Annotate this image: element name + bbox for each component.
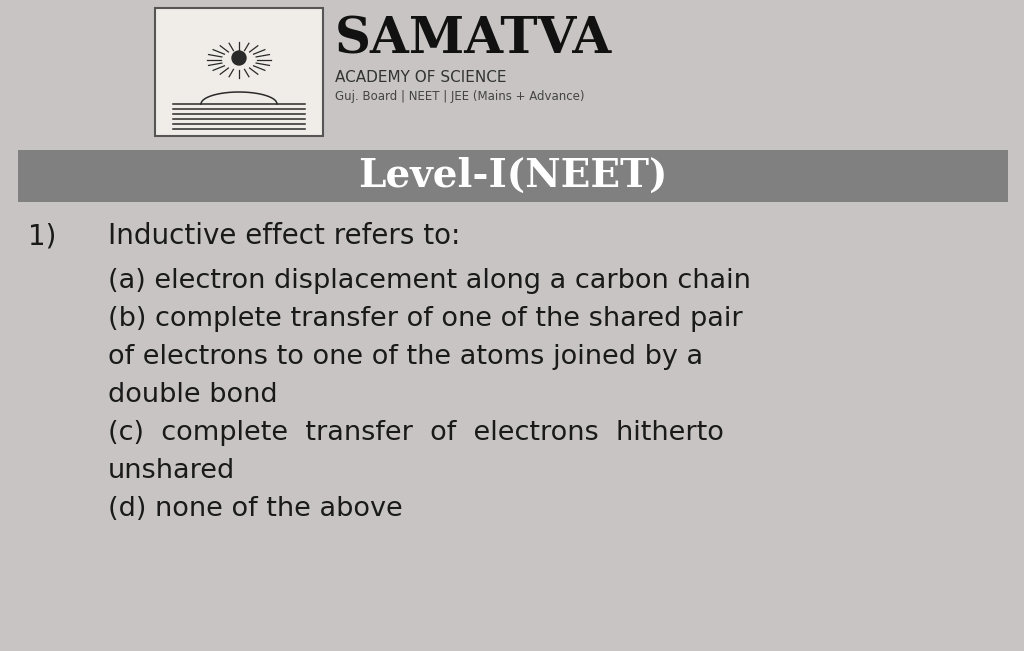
- Bar: [18, 150, 1008, 202]
- Circle shape: [232, 51, 246, 65]
- Text: (a) electron displacement along a carbon chain: (a) electron displacement along a carbon…: [108, 268, 751, 294]
- Text: unshared: unshared: [108, 458, 236, 484]
- Text: Guj. Board | NEET | JEE (Mains + Advance): Guj. Board | NEET | JEE (Mains + Advance…: [335, 90, 585, 103]
- Text: ACADEMY OF SCIENCE: ACADEMY OF SCIENCE: [335, 70, 507, 85]
- Text: (d) none of the above: (d) none of the above: [108, 496, 402, 522]
- Text: (c)  complete  transfer  of  electrons  hitherto: (c) complete transfer of electrons hithe…: [108, 420, 724, 446]
- Text: 1): 1): [28, 222, 56, 250]
- Text: of electrons to one of the atoms joined by a: of electrons to one of the atoms joined …: [108, 344, 703, 370]
- Text: Inductive effect refers to:: Inductive effect refers to:: [108, 222, 461, 250]
- Text: double bond: double bond: [108, 382, 278, 408]
- Text: Level-I(NEET): Level-I(NEET): [358, 157, 668, 195]
- Text: (b) complete transfer of one of the shared pair: (b) complete transfer of one of the shar…: [108, 306, 742, 332]
- Bar: [155, 8, 323, 136]
- Text: SAMATVA: SAMATVA: [335, 16, 612, 65]
